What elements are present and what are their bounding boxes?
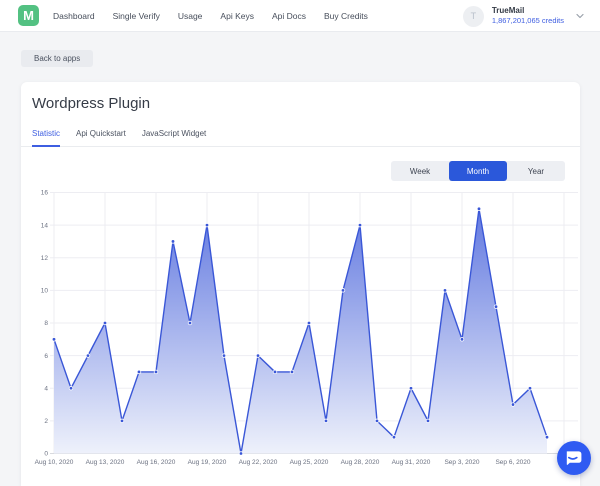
- x-axis-label: Aug 13, 2020: [86, 459, 125, 466]
- y-axis-label: 2: [44, 418, 48, 425]
- chart-point[interactable]: [153, 369, 159, 375]
- chart-point[interactable]: [51, 337, 57, 342]
- tab-api-quickstart[interactable]: Api Quickstart: [76, 129, 126, 138]
- wordpress-plugin-card: Wordpress Plugin Statistic Api Quickstart…: [21, 82, 580, 486]
- tab-javascript-widget[interactable]: JavaScript Widget: [141, 129, 207, 138]
- chart-point[interactable]: [476, 206, 482, 212]
- y-axis-label: 12: [41, 255, 49, 262]
- chart-point[interactable]: [374, 418, 380, 424]
- chart-point[interactable]: [221, 353, 227, 358]
- chart-point[interactable]: [544, 434, 550, 440]
- chart-point[interactable]: [136, 369, 142, 375]
- app-logo[interactable]: M: [18, 5, 39, 26]
- tab-statistic[interactable]: Statistic: [32, 128, 61, 147]
- chart-point[interactable]: [391, 434, 397, 440]
- chart-point[interactable]: [459, 337, 465, 342]
- account-menu[interactable]: T TrueMail 1,867,201,065 credits: [462, 5, 584, 27]
- year-range-button[interactable]: Year: [507, 161, 565, 181]
- chart-point[interactable]: [323, 418, 329, 424]
- x-axis-label: Aug 28, 2020: [341, 459, 380, 466]
- chart-points: [51, 206, 550, 456]
- y-axis-label: 14: [41, 222, 49, 229]
- chat-smile-icon: [566, 451, 582, 465]
- nav-link-single-verify[interactable]: Single Verify: [112, 10, 160, 21]
- x-axis-labels: Aug 10, 2020 Aug 13, 2020 Aug 16, 2020 Aug …: [35, 459, 531, 466]
- range-toggle: Week Month Year: [391, 161, 565, 181]
- chart-point[interactable]: [289, 369, 295, 375]
- chat-launcher-button[interactable]: [557, 441, 591, 475]
- chart-point[interactable]: [425, 418, 431, 424]
- chart-point[interactable]: [170, 239, 176, 244]
- chart-area: [54, 208, 547, 454]
- chart-point[interactable]: [527, 386, 533, 391]
- chart-point[interactable]: [187, 320, 193, 326]
- chart-point[interactable]: [272, 369, 278, 375]
- chart-point[interactable]: [493, 304, 499, 309]
- chart-point[interactable]: [306, 320, 312, 326]
- y-axis-label: 10: [41, 288, 49, 295]
- chart-point[interactable]: [204, 222, 210, 228]
- chart-point[interactable]: [357, 222, 363, 228]
- account-name: TrueMail: [491, 6, 525, 15]
- x-axis-label: Sep 3, 2020: [444, 459, 479, 466]
- chart-point[interactable]: [255, 353, 261, 358]
- nav-links: Dashboard Single Verify Usage Api Keys Api D…: [53, 0, 368, 31]
- account-text: TrueMail 1,867,201,065 credits: [492, 6, 564, 26]
- chart-point[interactable]: [119, 418, 125, 424]
- x-axis-label: Sep 6, 2020: [495, 459, 530, 466]
- x-axis-label: Aug 22, 2020: [239, 459, 278, 466]
- avatar-letter: T: [470, 11, 477, 21]
- chart-point[interactable]: [510, 402, 516, 407]
- week-range-button[interactable]: Week: [391, 161, 449, 181]
- y-axis-label: 0: [44, 451, 48, 458]
- nav-link-api-keys[interactable]: Api Keys: [220, 10, 254, 21]
- nav-link-dashboard[interactable]: Dashboard: [53, 10, 95, 21]
- nav-link-usage[interactable]: Usage: [177, 10, 203, 21]
- chart-point[interactable]: [442, 288, 448, 293]
- y-axis-label: 16: [41, 190, 49, 197]
- chart-point[interactable]: [408, 386, 414, 391]
- x-axis-label: Aug 31, 2020: [392, 459, 431, 466]
- nav-link-buy-credits[interactable]: Buy Credits: [323, 10, 368, 21]
- x-axis-label: Aug 19, 2020: [188, 459, 227, 466]
- y-axis-label: 6: [44, 353, 48, 360]
- top-nav: M Dashboard Single Verify Usage Api Keys Api…: [0, 0, 600, 32]
- y-axis-labels: 0 2 4 6 8 10 12 14 16: [41, 190, 49, 458]
- chevron-down-icon[interactable]: [576, 13, 584, 19]
- account-credits: 1,867,201,065 credits: [491, 16, 564, 25]
- chart-point[interactable]: [85, 353, 91, 358]
- chart-point[interactable]: [340, 288, 346, 293]
- back-to-apps-button[interactable]: Back to apps: [21, 50, 94, 67]
- chart-line: [53, 208, 548, 455]
- avatar: T: [462, 5, 484, 27]
- x-axis-label: Aug 25, 2020: [290, 459, 329, 466]
- chart-point[interactable]: [68, 386, 74, 391]
- page-title: Wordpress Plugin: [32, 95, 151, 112]
- app-logo-letter: M: [23, 8, 34, 23]
- chart-point[interactable]: [102, 320, 108, 326]
- y-axis-label: 4: [44, 385, 48, 392]
- x-axis-label: Aug 16, 2020: [137, 459, 176, 466]
- y-axis-label: 8: [44, 320, 48, 327]
- chart-point[interactable]: [238, 451, 244, 456]
- x-axis-label: Aug 10, 2020: [35, 459, 74, 466]
- tabs: Statistic Api Quickstart JavaScript Widget: [21, 128, 580, 147]
- nav-link-api-docs[interactable]: Api Docs: [271, 10, 306, 21]
- month-range-button[interactable]: Month: [449, 161, 507, 181]
